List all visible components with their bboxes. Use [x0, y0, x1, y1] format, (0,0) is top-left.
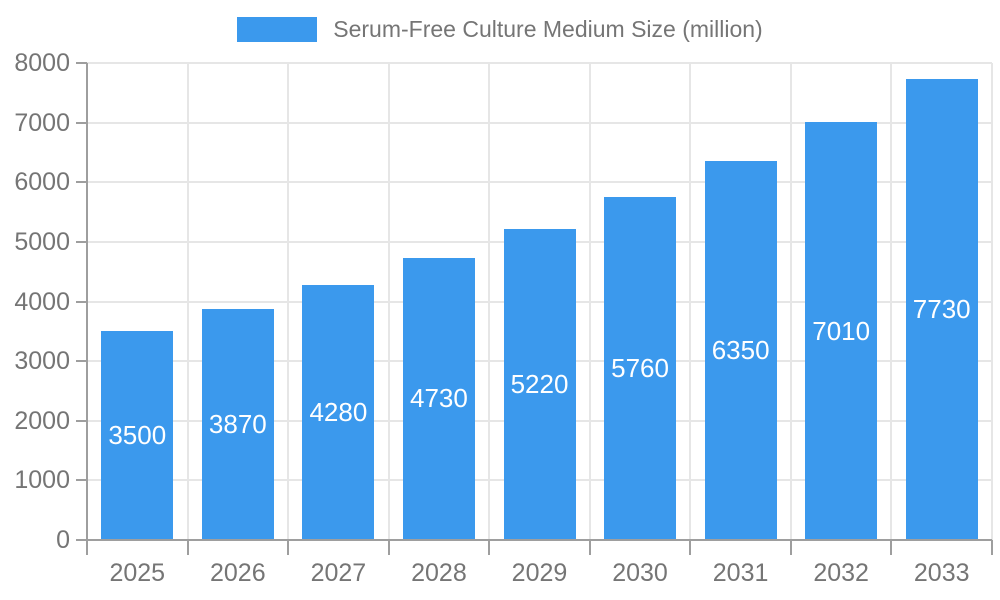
y-axis-label: 7000	[14, 108, 70, 137]
category-gridline	[387, 63, 390, 540]
x-axis-label: 2032	[813, 559, 869, 587]
y-axis-label: 8000	[14, 49, 70, 77]
x-tick	[387, 540, 390, 555]
x-tick	[991, 540, 993, 555]
bar-value-label: 3500	[108, 420, 167, 451]
x-tick	[689, 540, 692, 555]
bar-value-label: 7730	[912, 294, 971, 325]
category-gridline	[789, 63, 792, 540]
bar-value-label: 4280	[309, 396, 368, 427]
y-tick	[76, 419, 87, 422]
y-tick	[76, 181, 87, 184]
category-gridline	[890, 63, 893, 540]
x-tick	[789, 540, 792, 555]
category-gridline	[588, 63, 591, 540]
bar[interactable]: 7010	[805, 122, 878, 540]
x-axis-label: 2030	[612, 559, 668, 587]
category-gridline	[991, 63, 993, 540]
y-axis-label: 2000	[14, 406, 70, 435]
x-axis-label: 2029	[511, 559, 568, 587]
y-axis-label: 1000	[14, 466, 70, 495]
y-axis-label: 4000	[14, 287, 70, 316]
y-axis-label: 5000	[14, 227, 70, 256]
y-gridline	[87, 62, 992, 64]
y-gridline	[87, 181, 992, 184]
x-tick	[588, 540, 591, 555]
y-axis-label: 0	[56, 526, 70, 554]
bar[interactable]: 5760	[604, 196, 677, 540]
y-tick	[76, 62, 87, 64]
x-tick	[488, 540, 491, 555]
y-tick	[76, 479, 87, 482]
bar-value-label: 5760	[611, 352, 669, 383]
bar-value-label: 7010	[812, 315, 871, 346]
y-tick	[76, 240, 87, 243]
x-tick	[287, 540, 290, 555]
bar[interactable]: 3500	[101, 331, 174, 540]
x-axis-label: 2027	[310, 559, 367, 587]
bar-value-label: 4730	[410, 383, 468, 414]
y-tick	[76, 539, 87, 541]
legend-swatch	[237, 16, 318, 42]
bar-value-label: 5220	[510, 368, 569, 399]
x-axis-label: 2025	[109, 559, 166, 587]
bar[interactable]: 7730	[905, 79, 978, 540]
x-axis-label: 2028	[411, 559, 467, 587]
bar-value-label: 3870	[208, 409, 267, 440]
y-axis-label: 6000	[14, 168, 70, 197]
legend: Serum-Free Culture Medium Size (million)	[0, 12, 1000, 46]
bar[interactable]: 4280	[302, 284, 375, 540]
y-axis-label: 3000	[14, 347, 70, 376]
x-axis-label: 2026	[210, 559, 266, 587]
x-axis-label: 2033	[913, 559, 970, 587]
y-tick	[76, 121, 87, 124]
y-gridline	[87, 121, 992, 124]
category-gridline	[689, 63, 692, 540]
category-gridline	[186, 63, 189, 540]
bar[interactable]: 6350	[704, 161, 777, 540]
bar[interactable]: 3870	[201, 309, 274, 540]
y-axis-line	[86, 63, 88, 555]
y-tick	[76, 300, 87, 303]
category-gridline	[488, 63, 491, 540]
x-axis-baseline	[87, 539, 992, 541]
x-tick	[890, 540, 893, 555]
bar[interactable]: 4730	[402, 257, 475, 540]
bar-value-label: 6350	[711, 335, 770, 366]
x-tick	[186, 540, 189, 555]
bar[interactable]: 5220	[503, 228, 576, 540]
y-tick	[76, 360, 87, 363]
x-axis-label: 2031	[712, 559, 769, 587]
category-gridline	[287, 63, 290, 540]
legend-label: Serum-Free Culture Medium Size (million)	[333, 15, 763, 42]
